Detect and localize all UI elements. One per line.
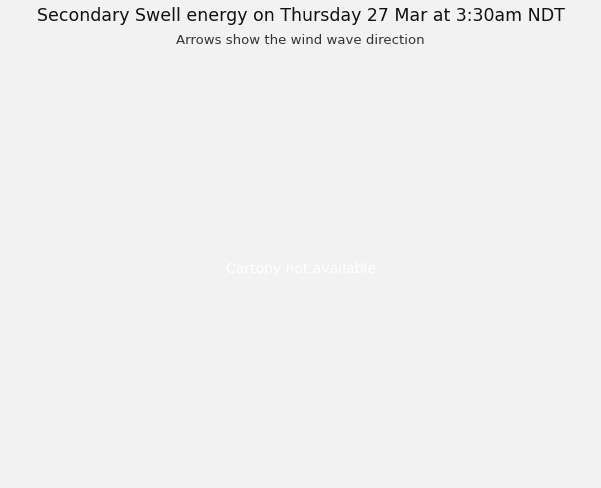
Text: Arrows show the wind wave direction: Arrows show the wind wave direction <box>176 34 425 46</box>
Text: Secondary Swell energy on Thursday 27 Mar at 3:30am NDT: Secondary Swell energy on Thursday 27 Ma… <box>37 7 564 25</box>
Text: Cartopy not available: Cartopy not available <box>225 262 376 276</box>
